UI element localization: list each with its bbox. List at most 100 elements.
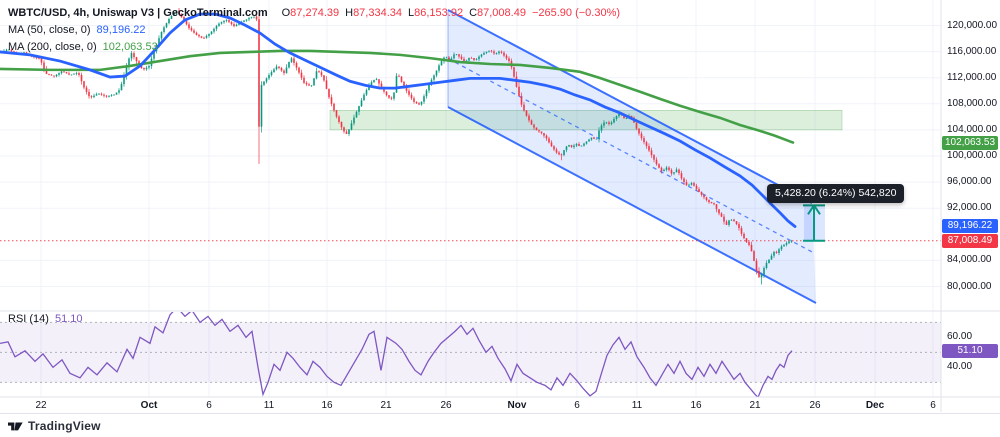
candle-body: [615, 116, 618, 119]
candle-body: [310, 85, 313, 87]
candle-body: [543, 133, 545, 136]
candle-body: [323, 75, 325, 81]
candle-body: [380, 83, 383, 88]
candle-body: [655, 159, 658, 165]
candle-body: [205, 35, 208, 38]
candle-body: [705, 197, 708, 201]
candle-body: [540, 131, 543, 134]
candle-body: [298, 67, 300, 73]
candle-body: [245, 19, 248, 21]
candle-body: [105, 95, 108, 97]
candle-body: [465, 60, 468, 62]
open-label: O: [281, 7, 291, 19]
candle-body: [613, 118, 615, 123]
close-value: 87,008.49: [477, 7, 526, 19]
price-badge: 102,063.53: [942, 135, 998, 150]
rsi-legend[interactable]: RSI (14) 51.10: [8, 313, 83, 325]
rsi-line: [0, 312, 793, 397]
time-tick-label: 26: [809, 400, 821, 411]
candle-body: [200, 36, 203, 38]
candle-body: [65, 72, 68, 74]
ma50-value: 89,196.22: [96, 24, 146, 36]
candle-body: [133, 53, 135, 58]
ma200-row[interactable]: MA (200, close, 0) 102,063.53: [8, 39, 620, 56]
candle-body: [728, 220, 730, 225]
rsi-label: RSI (14): [8, 313, 49, 325]
candle-body: [138, 61, 140, 65]
candle-body: [25, 52, 28, 54]
symbol-title[interactable]: WBTC/USD, 4h, Uniswap V3 | GeckoTerminal…: [8, 7, 268, 19]
candle-body: [75, 72, 78, 74]
candle-body: [405, 86, 408, 91]
price-tick-label: 104,000.00: [947, 123, 998, 135]
price-tick-label: 120,000.00: [947, 19, 998, 31]
candle-body: [50, 74, 53, 76]
candle-body: [760, 274, 763, 278]
candle-body: [40, 58, 43, 63]
candle-body: [555, 149, 558, 153]
candle-body: [290, 58, 293, 62]
candle-body: [308, 84, 310, 86]
candle-body: [735, 221, 738, 225]
time-axis[interactable]: 22 Oct 6 11 16 21 26 Nov 6 11 16 21 26 Dec 6: [0, 397, 941, 412]
candle-body: [468, 57, 470, 61]
candle-body: [475, 59, 478, 60]
candle-body: [548, 138, 550, 143]
tradingview-logo-text: TradingView: [28, 418, 101, 433]
candle-body: [215, 25, 218, 29]
candle-body: [635, 122, 638, 129]
time-tick-label: Dec: [865, 400, 885, 411]
candle-body: [210, 31, 213, 35]
close-label: C: [469, 7, 478, 19]
candle-body: [300, 72, 303, 78]
candle-body: [523, 104, 525, 111]
candle-body: [493, 51, 495, 54]
price-axis[interactable]: 120,000.00 116,000.00 112,000.00 108,000.00…: [941, 0, 1000, 412]
candle-body: [268, 75, 270, 79]
candle-body: [278, 66, 280, 69]
candle-body: [675, 169, 678, 173]
candle-body: [730, 219, 733, 221]
time-tick-label: 22: [35, 400, 47, 411]
candle-body: [130, 53, 133, 59]
candle-body: [363, 94, 365, 101]
candle-body: [770, 255, 773, 260]
candle-body: [485, 51, 488, 53]
candle-body: [285, 67, 288, 74]
price-tick-label: 92,000.00: [947, 202, 992, 214]
candle-body: [235, 24, 238, 27]
tradingview-logo[interactable]: TradingView: [8, 419, 101, 433]
candle-body: [260, 84, 263, 127]
candle-body: [588, 139, 590, 142]
candle-body: [63, 71, 65, 73]
candle-body: [328, 88, 330, 98]
candle-body: [220, 22, 223, 24]
candle-body: [640, 133, 643, 139]
ma50-row[interactable]: MA (50, close, 0) 89,196.22: [8, 22, 620, 39]
candle-body: [440, 61, 443, 66]
rsi-value: 51.10: [54, 313, 83, 325]
candle-body: [95, 94, 98, 96]
candle-body: [435, 70, 438, 76]
candle-body: [595, 138, 598, 140]
candle-body: [165, 23, 168, 28]
measure-tooltip: 5,428.20 (6.24%) 542,820: [767, 184, 905, 203]
candle-body: [248, 18, 250, 20]
candle-body: [448, 57, 450, 60]
candle-body: [188, 24, 190, 29]
candle-body: [233, 24, 235, 27]
candle-body: [330, 97, 333, 104]
candle-body: [353, 117, 355, 124]
candle-body: [423, 96, 425, 102]
candle-body: [785, 243, 788, 245]
candle-body: [693, 183, 695, 186]
candle-body: [338, 116, 340, 122]
candle-body: [173, 12, 175, 16]
candle-body: [293, 58, 295, 64]
candle-body: [90, 96, 93, 98]
candle-body: [418, 103, 420, 105]
candle-body: [638, 128, 640, 134]
candle-body: [745, 238, 748, 243]
candle-body: [695, 185, 698, 190]
